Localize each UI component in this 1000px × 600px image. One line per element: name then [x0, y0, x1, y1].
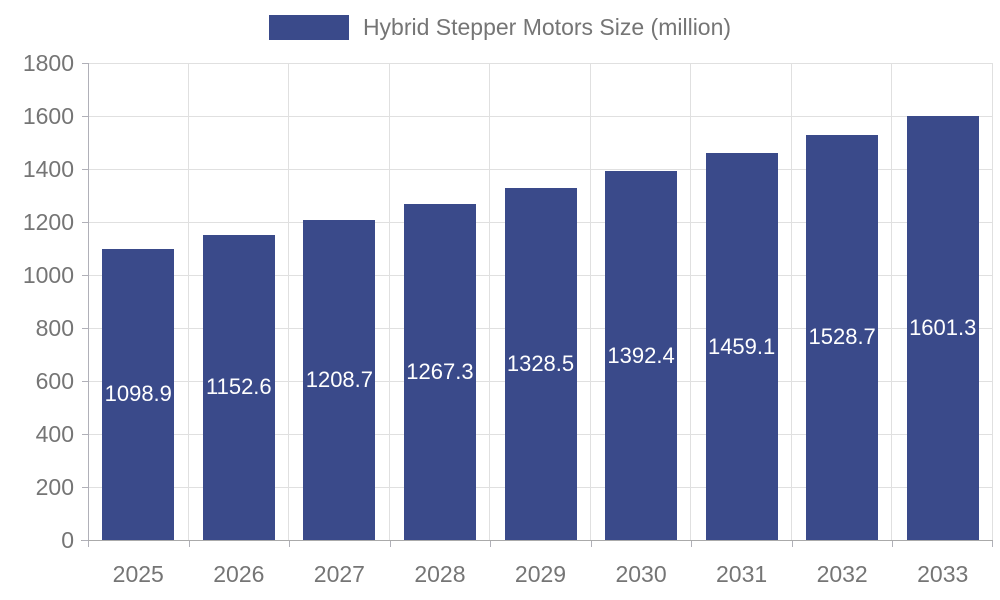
x-axis-tick-label: 2031	[716, 561, 768, 587]
y-axis-line	[88, 63, 89, 540]
y-axis-tick-label: 1800	[22, 50, 74, 76]
x-axis-tick	[188, 541, 190, 547]
y-axis-tick-label: 600	[35, 368, 74, 394]
x-axis-tick-label: 2032	[816, 561, 868, 587]
gridline-vertical	[992, 63, 993, 540]
bar-value-label: 1601.3	[909, 314, 977, 340]
y-axis-tick	[82, 63, 88, 64]
x-axis-tick	[892, 541, 894, 547]
x-axis-tick-label: 2027	[313, 561, 365, 587]
bar-2033: 1601.3	[906, 115, 979, 540]
x-axis-tick-label: 2028	[414, 561, 466, 587]
plot-area: 1098.9 1152.6 1208.7 1267.3 1328.5 1392.4 1459…	[81, 63, 993, 547]
y-axis-tick	[82, 275, 88, 276]
y-axis-tick-label: 400	[35, 421, 74, 447]
y-axis-tick-label: 800	[35, 315, 74, 341]
gridline-vertical	[489, 63, 491, 540]
gridline-vertical	[790, 63, 792, 540]
x-axis-tick	[992, 541, 993, 547]
gridline-horizontal	[88, 116, 993, 117]
bar-value-label: 1328.5	[506, 350, 575, 376]
x-axis-tick-label: 2025	[112, 561, 164, 587]
y-axis-tick-label: 0	[61, 527, 74, 553]
legend-label: Hybrid Stepper Motors Size (million)	[362, 14, 732, 40]
gridline-horizontal	[88, 169, 993, 170]
bar-value-label: 1152.6	[206, 374, 272, 400]
bar-value-label: 1392.4	[607, 342, 675, 368]
gridline-vertical	[891, 63, 893, 540]
bar-2028: 1267.3	[403, 204, 476, 540]
bar-2027: 1208.7	[303, 219, 376, 540]
bar-2029: 1328.5	[504, 187, 577, 540]
x-axis-tick-label: 2029	[514, 561, 567, 587]
x-axis-tick	[691, 541, 693, 547]
y-axis-tick	[82, 434, 88, 435]
x-axis-tick-label: 2030	[615, 561, 667, 587]
bar-value-label: 1208.7	[305, 366, 374, 392]
gridline-vertical	[288, 63, 290, 540]
gridline-vertical	[690, 63, 692, 540]
y-axis-tick-label: 1200	[22, 209, 74, 235]
x-axis-tick-label: 2033	[917, 561, 969, 587]
x-axis-tick	[791, 541, 793, 547]
bar-value-label: 1528.7	[808, 324, 876, 350]
y-axis-tick-label: 1000	[22, 262, 74, 288]
y-axis-tick	[82, 169, 88, 170]
y-axis-tick	[82, 222, 88, 223]
y-axis-tick	[82, 328, 88, 329]
bar-value-label: 1459.1	[707, 333, 776, 359]
y-axis-tick-label: 1400	[22, 156, 74, 182]
gridline-vertical	[187, 63, 189, 540]
chart-legend: Hybrid Stepper Motors Size (million)	[0, 14, 1000, 41]
x-axis-tick	[490, 541, 492, 547]
gridline-vertical	[589, 63, 591, 540]
y-axis-tick-label: 200	[35, 474, 74, 500]
bar-2032: 1528.7	[806, 134, 879, 540]
bar-2025: 1098.9	[102, 248, 175, 540]
y-axis-tick	[82, 116, 88, 117]
bar-2031: 1459.1	[705, 153, 778, 540]
y-axis-tick-label: 1600	[22, 103, 74, 129]
x-axis-tick-label: 2026	[213, 561, 265, 587]
x-axis-tick	[88, 541, 89, 547]
bar-2030: 1392.4	[605, 171, 678, 540]
x-axis-tick	[289, 541, 291, 547]
bar-value-label: 1098.9	[104, 381, 172, 407]
x-axis-tick	[389, 541, 391, 547]
y-axis-tick	[82, 381, 88, 382]
bar-2026: 1152.6	[202, 234, 275, 540]
y-axis-tick	[82, 487, 88, 488]
y-axis-tick	[82, 540, 88, 541]
legend-swatch-icon	[268, 15, 349, 40]
x-axis-tick	[590, 541, 592, 547]
gridline-horizontal	[88, 63, 993, 64]
bar-value-label: 1267.3	[406, 359, 474, 385]
gridline-vertical	[388, 63, 390, 540]
x-axis-line	[81, 540, 993, 541]
legend-item[interactable]: Hybrid Stepper Motors Size (million)	[268, 14, 732, 41]
